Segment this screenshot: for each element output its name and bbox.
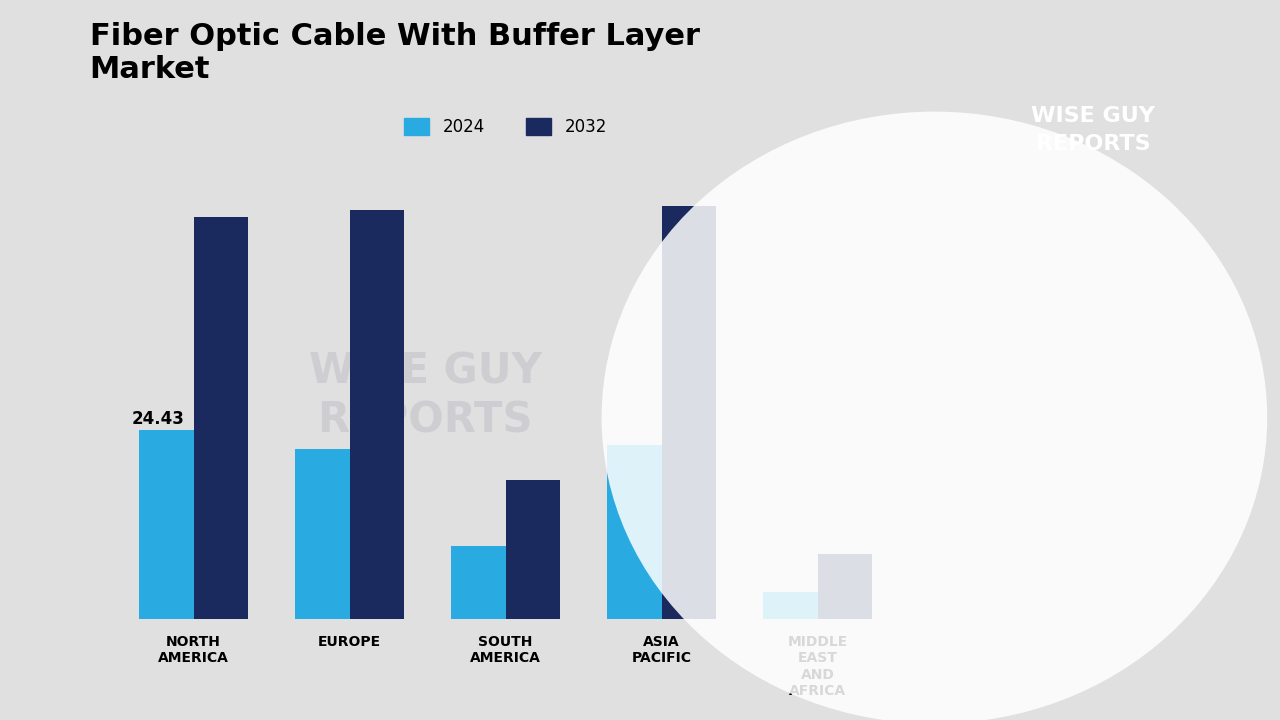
Bar: [349, 210, 404, 619]
Legend: 2024, 2032: 2024, 2032: [396, 109, 616, 145]
Bar: [140, 431, 193, 619]
Bar: [662, 206, 717, 619]
Text: WISE GUY
REPORTS: WISE GUY REPORTS: [308, 351, 541, 441]
Text: Fiber Optic Cable With Buffer Layer
Market: Fiber Optic Cable With Buffer Layer Mark…: [90, 22, 700, 84]
Text: WISE GUY
REPORTS: WISE GUY REPORTS: [1030, 106, 1155, 153]
Bar: [193, 217, 248, 619]
Bar: [818, 554, 872, 619]
Ellipse shape: [602, 112, 1267, 720]
Text: 24.43: 24.43: [132, 410, 184, 428]
Bar: [763, 592, 818, 619]
Bar: [506, 480, 561, 619]
Bar: [451, 546, 506, 619]
Bar: [607, 446, 662, 619]
Bar: [294, 449, 349, 619]
